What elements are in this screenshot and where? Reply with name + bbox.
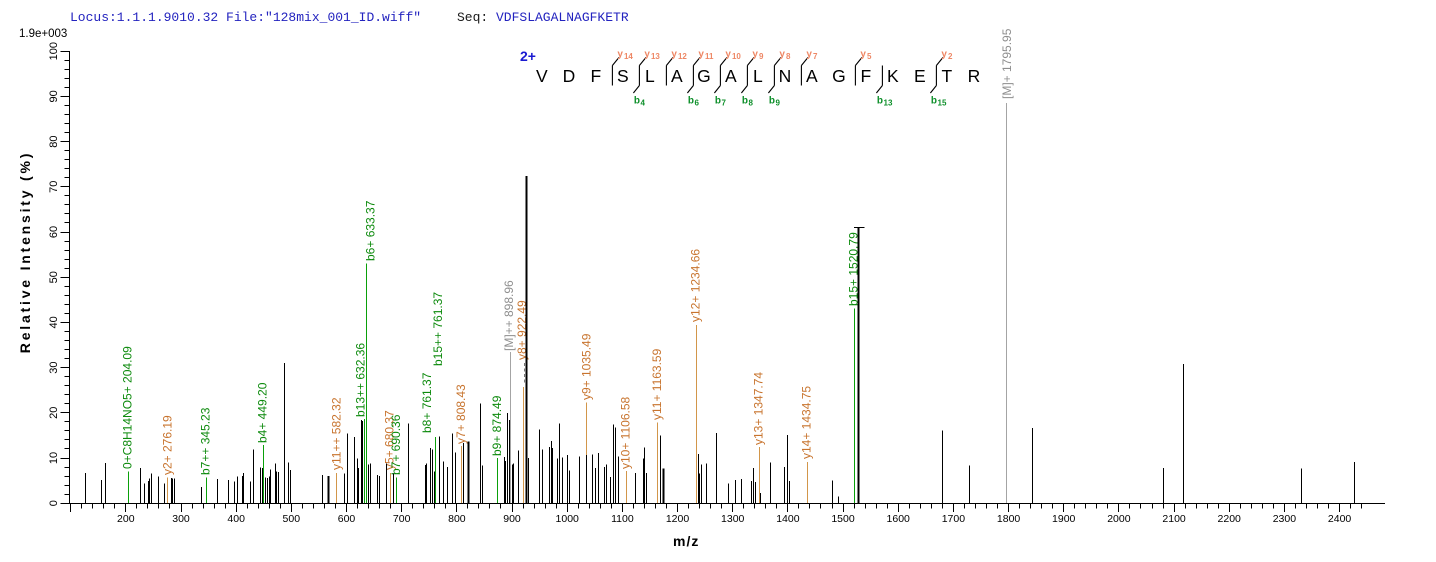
svg-text:0: 0 [48,500,60,506]
svg-text:100: 100 [48,42,60,60]
svg-text:y9: y9 [752,49,764,61]
svg-text:[M]++ 898.96: [M]++ 898.96 [502,280,516,351]
svg-text:b8+ 761.37: b8+ 761.37 [420,372,434,433]
svg-text:1.9e+003: 1.9e+003 [19,28,67,40]
svg-text:A: A [725,66,737,86]
svg-text:y10: y10 [725,49,741,61]
svg-text:1700: 1700 [942,513,966,525]
svg-text:b4+ 449.20: b4+ 449.20 [255,382,269,443]
svg-text:2200: 2200 [1218,513,1242,525]
svg-text:Relative Intensity (%): Relative Intensity (%) [17,151,33,353]
svg-text:b15: b15 [931,96,947,108]
svg-text:10: 10 [48,452,60,464]
svg-text:20: 20 [48,407,60,419]
svg-text:y9+ 1035.49: y9+ 1035.49 [579,333,593,400]
svg-text:b7: b7 [715,96,727,108]
svg-text:R: R [968,66,981,86]
svg-text:b6+ 633.37: b6+ 633.37 [364,200,378,261]
svg-text:S: S [617,66,629,86]
svg-text:y8: y8 [779,49,791,61]
svg-text:y2+ 276.19: y2+ 276.19 [160,415,174,475]
svg-text:y11++ 582.32: y11++ 582.32 [329,397,343,470]
svg-text:2100: 2100 [1162,513,1186,525]
svg-text:b8: b8 [742,96,754,108]
svg-text:L: L [645,66,655,86]
svg-text:90: 90 [48,90,60,102]
svg-text:1500: 1500 [831,513,855,525]
svg-text:b15+ 1520.79: b15+ 1520.79 [847,232,861,306]
svg-text:b7++ 345.23: b7++ 345.23 [199,407,213,475]
svg-text:1800: 1800 [997,513,1021,525]
svg-text:y14+ 1434.75: y14+ 1434.75 [800,386,814,459]
svg-text:y7: y7 [806,49,818,61]
svg-text:900: 900 [503,513,521,525]
svg-text:y5+ 680.37: y5+ 680.37 [383,410,397,470]
svg-text:y12: y12 [671,49,687,61]
svg-text:y11: y11 [698,49,714,61]
svg-text:y12+ 1234.66: y12+ 1234.66 [689,249,703,322]
svg-text:300: 300 [172,513,190,525]
svg-text:E: E [914,66,926,86]
svg-text:b15++ 761.37: b15++ 761.37 [431,292,445,366]
svg-text:2+: 2+ [520,48,536,64]
svg-text:1200: 1200 [666,513,690,525]
svg-text:y14: y14 [617,49,633,61]
svg-text:N: N [779,66,792,86]
svg-text:b9: b9 [769,96,781,108]
svg-text:2300: 2300 [1273,513,1297,525]
svg-text:b4: b4 [634,96,646,108]
svg-text:400: 400 [227,513,245,525]
svg-text:F: F [861,66,872,86]
svg-text:b7+ 690.36: b7+ 690.36 [389,414,403,475]
svg-text:y7+ 808.43: y7+ 808.43 [454,384,468,444]
svg-text:y5: y5 [860,49,872,61]
svg-text:b6: b6 [688,96,700,108]
svg-text:0+C8H14NO5+ 204.09: 0+C8H14NO5+ 204.09 [121,346,135,469]
svg-text:y2: y2 [941,49,953,61]
svg-text:700: 700 [393,513,411,525]
svg-text:y13+ 1347.74: y13+ 1347.74 [752,372,766,445]
svg-text:600: 600 [338,513,356,525]
svg-text:500: 500 [283,513,301,525]
svg-text:b13: b13 [877,96,893,108]
svg-text:V: V [536,66,548,86]
svg-text:Seq:: Seq: [457,10,488,25]
svg-text:30: 30 [48,361,60,373]
svg-text:1300: 1300 [721,513,745,525]
svg-text:1600: 1600 [887,513,911,525]
svg-text:b13++ 632.36: b13++ 632.36 [354,343,368,417]
svg-text:y13: y13 [644,49,660,61]
svg-text:G: G [832,66,846,86]
svg-text:y11+ 1163.59: y11+ 1163.59 [650,348,664,420]
svg-text:1400: 1400 [776,513,800,525]
svg-text:VDFSLAGALNAGFKETR: VDFSLAGALNAGFKETR [496,10,629,25]
svg-text:2400: 2400 [1328,513,1352,525]
svg-text:b9+ 874.49: b9+ 874.49 [490,395,504,456]
svg-text:1100: 1100 [611,513,634,525]
svg-text:40: 40 [48,316,60,328]
svg-text:A: A [671,66,683,86]
svg-text:60: 60 [48,226,60,238]
svg-text:L: L [753,66,763,86]
svg-text:Locus:1.1.1.9010.32 File:"128m: Locus:1.1.1.9010.32 File:"128mix_001_ID.… [70,10,421,25]
svg-text:80: 80 [48,135,60,147]
svg-text:2000: 2000 [1107,513,1131,525]
svg-text:1900: 1900 [1052,513,1076,525]
svg-text:1000: 1000 [556,513,580,525]
svg-text:m/z: m/z [673,533,699,549]
svg-text:70: 70 [48,181,60,193]
svg-text:T: T [942,66,953,86]
svg-text:K: K [887,66,899,86]
svg-text:y10+ 1106.58: y10+ 1106.58 [619,396,633,469]
svg-text:[M]+ 1795.95: [M]+ 1795.95 [1000,28,1014,99]
svg-text:200: 200 [117,513,135,525]
svg-text:A: A [806,66,818,86]
svg-text:F: F [591,66,602,86]
svg-text:50: 50 [48,271,60,283]
svg-text:D: D [563,66,576,86]
svg-text:800: 800 [448,513,466,525]
svg-text:G: G [697,66,711,86]
